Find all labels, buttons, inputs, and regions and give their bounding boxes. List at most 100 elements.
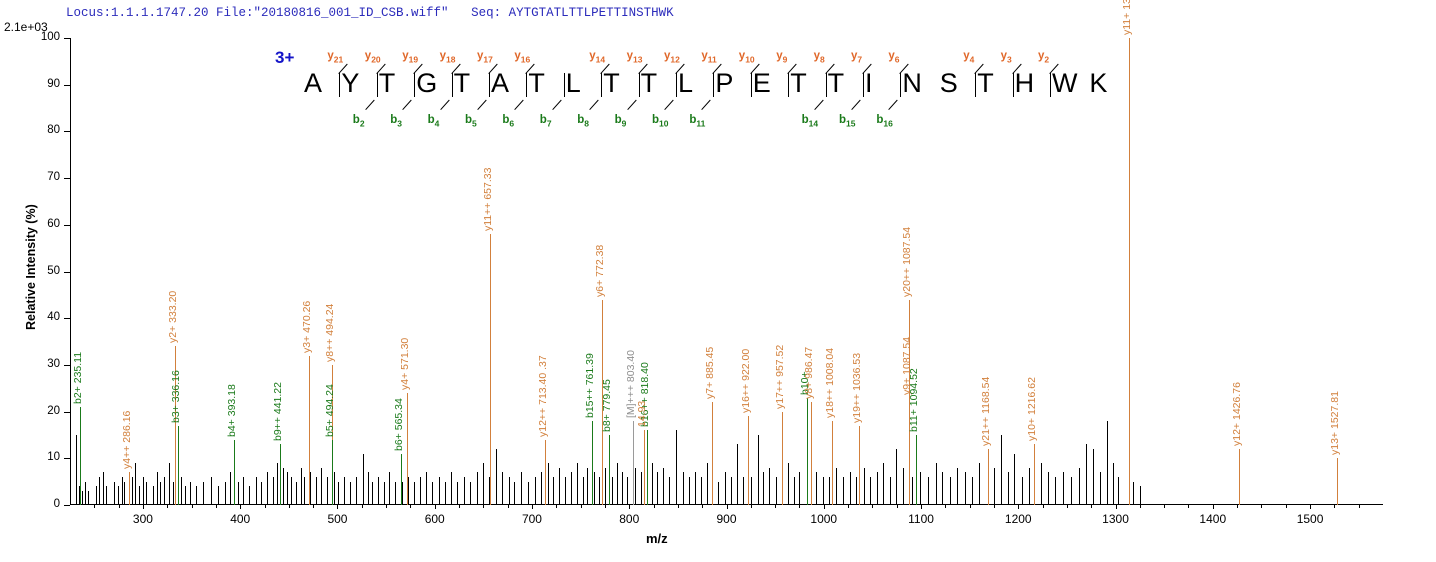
y-axis-tick xyxy=(64,505,70,506)
sequence-residue: I xyxy=(865,68,873,98)
spectrum-peak xyxy=(877,472,879,505)
y-axis-tick-label: 30 xyxy=(47,357,60,370)
spectrum-peak xyxy=(145,481,147,505)
spectrum-peak-annotated xyxy=(406,392,408,505)
spectrum-peak xyxy=(217,486,219,505)
x-axis-tick xyxy=(434,504,436,509)
spectrum-peak xyxy=(776,476,778,505)
spectrum-peak xyxy=(942,472,944,505)
x-axis-tick-label: 600 xyxy=(424,512,445,526)
spectrum-peak xyxy=(142,476,144,505)
spectrum-peak xyxy=(189,481,191,505)
spectrum-peak xyxy=(260,481,262,505)
spectrum-peak xyxy=(815,472,817,505)
x-axis-minor-tick xyxy=(459,504,461,508)
sequence-residue: T xyxy=(378,68,396,98)
spectrum-peak xyxy=(87,491,89,505)
spectrum-peak xyxy=(521,472,523,505)
x-axis-minor-tick xyxy=(483,504,485,508)
spectrum-peak xyxy=(105,486,107,505)
spectrum-peak xyxy=(310,472,312,505)
spectrum-peak xyxy=(451,472,453,505)
spectrum-peak xyxy=(1086,444,1088,505)
sequence-residue: E xyxy=(752,68,771,98)
spectrum-peak xyxy=(850,472,852,505)
y-axis-tick-label: 100 xyxy=(40,31,60,43)
spectrum-peak-annotated xyxy=(712,402,714,505)
sequence-residue: Y xyxy=(341,68,360,98)
b-ion-label: b11 xyxy=(689,114,706,129)
spectrum-peak-annotated xyxy=(331,439,333,505)
peak-label: b8+ 779.45 xyxy=(601,379,614,432)
spectrum-peak-annotated xyxy=(810,402,812,505)
header-locus-file-seq: Locus:1.1.1.1747.20 File:"20180816_001_I… xyxy=(66,6,674,20)
x-axis-tick-label: 1500 xyxy=(1296,512,1324,526)
x-axis-minor-tick xyxy=(872,504,874,508)
ion-cut-mark xyxy=(900,73,902,97)
spectrum-peak xyxy=(338,481,340,505)
spectrum-peak xyxy=(160,481,162,505)
y-axis-tick-label: 80 xyxy=(47,124,60,137)
b-ion-label: b8 xyxy=(577,114,589,129)
spectrum-peak xyxy=(565,476,567,505)
spectrum-peak xyxy=(1055,476,1057,505)
spectrum-peak-annotated xyxy=(79,406,81,505)
x-axis-tick xyxy=(629,504,631,509)
spectrum-peak xyxy=(132,476,134,505)
spectrum-peak xyxy=(863,467,865,505)
x-axis-tick xyxy=(337,504,339,509)
x-axis-title: m/z xyxy=(646,531,668,546)
y-axis-tick xyxy=(64,84,70,86)
spectrum-peak xyxy=(611,476,613,505)
spectrum-peak-annotated xyxy=(331,364,333,505)
x-axis-minor-tick xyxy=(993,504,995,508)
spectrum-peak xyxy=(855,476,857,505)
sequence-residue: W xyxy=(1052,68,1078,98)
spectrum-peak xyxy=(594,472,596,505)
spectrum-peak-annotated xyxy=(178,425,180,505)
x-axis-minor-tick xyxy=(386,504,388,508)
spectrum-peak xyxy=(384,481,386,505)
spectrum-peak xyxy=(1048,472,1050,505)
spectrum-peak xyxy=(763,472,765,505)
sequence-residue: T xyxy=(603,68,620,98)
spectrum-peak xyxy=(469,481,471,505)
spectrum-peak xyxy=(425,472,427,505)
x-axis-minor-tick xyxy=(580,504,582,508)
spectrum-peak xyxy=(640,472,642,505)
spectrum-peak xyxy=(582,476,584,505)
spectrum-peak xyxy=(255,476,257,505)
x-axis-tick xyxy=(1212,504,1214,509)
spectrum-peak xyxy=(895,448,897,505)
y-axis-tick-label: 70 xyxy=(47,171,60,184)
ion-cut-mark xyxy=(638,73,640,97)
sequence-residue: N xyxy=(902,68,922,98)
spectrum-peak xyxy=(1118,476,1120,505)
spectrum-peak xyxy=(156,472,158,505)
x-axis-minor-tick xyxy=(1285,504,1287,508)
x-axis-minor-tick xyxy=(191,504,193,508)
x-axis-minor-tick xyxy=(653,504,655,508)
spectrum-peak-annotated xyxy=(545,439,546,505)
peak-label: b3+ 336.16 xyxy=(170,369,183,423)
x-axis-tick-label: 700 xyxy=(521,512,542,526)
spectrum-peak xyxy=(912,476,914,505)
x-axis-tick xyxy=(1018,504,1020,509)
ion-cut-mark xyxy=(1050,73,1051,97)
spectrum-peak-annotated xyxy=(175,346,177,505)
ion-cut-mark xyxy=(750,73,752,97)
x-axis-tick-label: 1000 xyxy=(810,512,838,526)
spectrum-peak xyxy=(1099,472,1101,505)
spectrum-peak-annotated xyxy=(747,416,749,505)
ion-cut-mark xyxy=(825,73,827,97)
y-ion-label: y16 xyxy=(514,50,531,65)
spectrum-peak xyxy=(169,462,171,505)
b-ion-label: b16 xyxy=(876,114,893,129)
sequence-residue: T xyxy=(640,68,658,98)
spectrum-peak xyxy=(394,481,396,505)
y-ion-label: y4 xyxy=(963,50,975,65)
ion-cut-mark xyxy=(975,73,977,97)
spectrum-peak xyxy=(378,476,380,505)
spectrum-peak xyxy=(300,467,302,505)
spectrum-peak xyxy=(950,476,952,505)
